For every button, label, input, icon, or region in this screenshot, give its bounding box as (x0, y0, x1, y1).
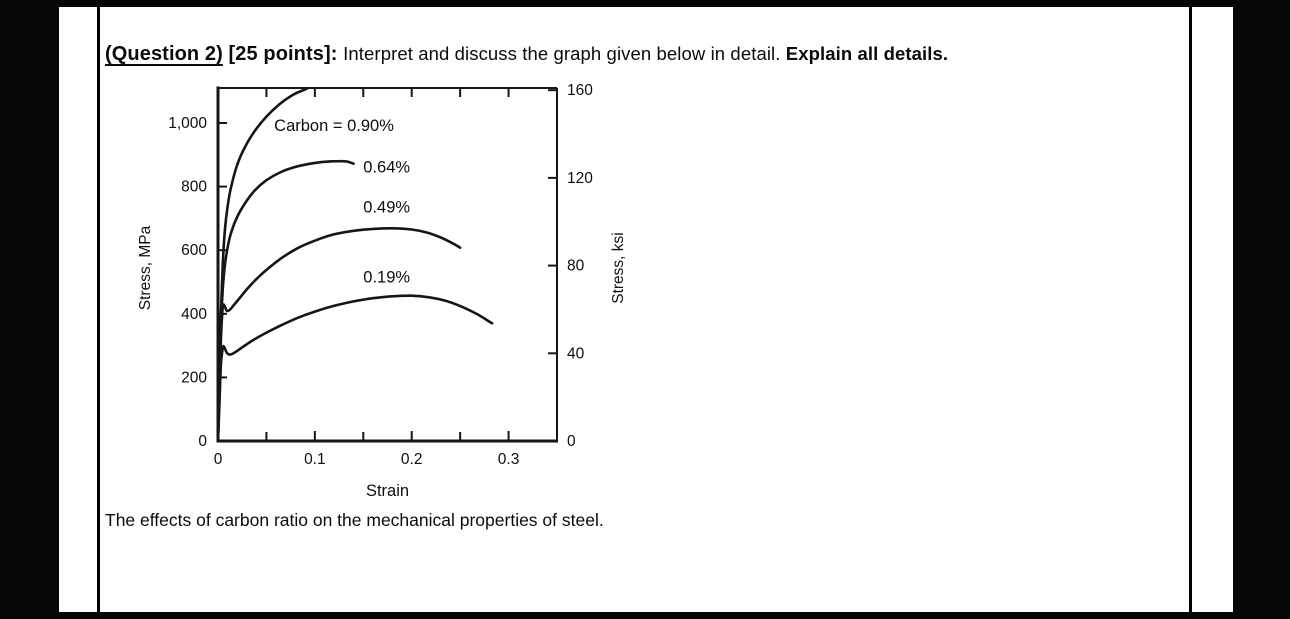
curve-labels: Carbon = 0.90% 0.64% 0.49% 0.19% (274, 117, 410, 287)
curve-carbon-0.19% (216, 294, 494, 443)
points-label: [25 points]: (222, 43, 344, 65)
strain-tick-label: 0.1 (304, 451, 326, 468)
y-axis-title-ksi: Stress, ksi (610, 232, 627, 303)
ksi-tick-label: 80 (567, 258, 585, 275)
question-instruction-text: Interpret and discuss the graph given be… (343, 43, 786, 64)
curve-carbon-0.64% (216, 159, 355, 443)
ksi-tick-label: 160 (567, 82, 593, 99)
axis-titles: Stress, MPa Stress, ksi Strain (137, 225, 627, 500)
curve-label: 0.19% (363, 269, 410, 287)
figure-caption: The effects of carbon ratio on the mecha… (105, 510, 604, 530)
axis-left-mpa: 0 200 400 600 800 1,000 (168, 115, 227, 450)
strain-tick-label: 0 (214, 451, 223, 468)
plot-frame (216, 86, 558, 443)
curves-group (216, 87, 494, 443)
strain-tick-label: 0.3 (498, 451, 520, 468)
curve-carbon-0.49% (216, 226, 462, 443)
curve-label: 0.64% (363, 158, 410, 176)
axis-bottom-strain: 0 0.1 0.2 0.3 (214, 88, 520, 468)
ksi-tick-label: 40 (567, 345, 585, 362)
ksi-tick-label: 0 (567, 433, 576, 450)
ksi-tick-label: 120 (567, 170, 593, 187)
page-left-border-line (97, 7, 100, 612)
mpa-tick-label: 1,000 (168, 115, 207, 132)
stress-strain-chart: 0 200 400 600 800 1,000 0 40 80 120 160 0 0.1 0.2 0.3 S… (100, 78, 660, 508)
page-right-border-line (1189, 7, 1192, 612)
document-page: (Question 2) [25 points]: Interpret and … (59, 7, 1233, 612)
mpa-tick-label: 600 (181, 242, 207, 259)
curve-label: Carbon = 0.90% (274, 117, 394, 135)
axis-right-ksi: 0 40 80 120 160 (548, 82, 593, 450)
mpa-tick-label: 400 (181, 306, 207, 323)
curve-carbon-0.90% (216, 87, 314, 443)
question-emphasis-text: Explain all details. (785, 43, 949, 64)
question-header: (Question 2) [25 points]: Interpret and … (105, 43, 1175, 66)
question-number-label: (Question 2) (105, 43, 223, 65)
mpa-tick-label: 800 (181, 179, 207, 196)
y-axis-title-mpa: Stress, MPa (137, 225, 154, 310)
mpa-tick-label: 0 (198, 433, 207, 450)
strain-tick-label: 0.2 (401, 451, 423, 468)
curve-label: 0.49% (363, 199, 410, 217)
x-axis-title: Strain (366, 482, 409, 500)
mpa-tick-label: 200 (181, 369, 207, 386)
